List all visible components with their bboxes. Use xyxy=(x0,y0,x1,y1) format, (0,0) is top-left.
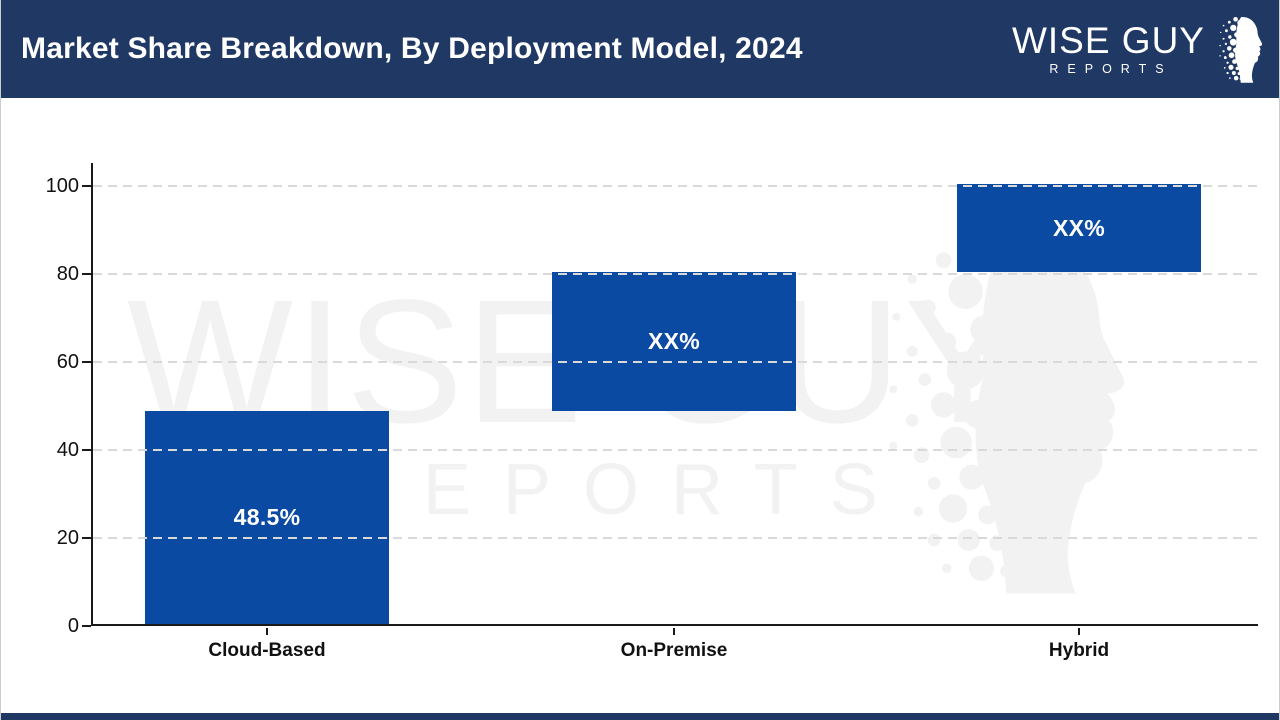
x-tick-on-premise xyxy=(673,628,675,635)
y-tick-label-60: 60 xyxy=(56,351,79,373)
bar-value-label: 48.5% xyxy=(233,503,301,530)
y-tick-100 xyxy=(82,185,91,187)
gridline-80 xyxy=(93,273,1258,275)
y-tick-label-40: 40 xyxy=(56,439,79,461)
gridline-40 xyxy=(93,449,1258,451)
plot: 0 20 40 60 80 100 48.5% Cloud-Based XX% On-Premis… xyxy=(46,163,1258,661)
logo-head-icon xyxy=(1207,10,1267,88)
category-label-on-premise: On-Premise xyxy=(620,640,728,661)
gridline-60 xyxy=(93,361,1258,363)
y-tick-label-0: 0 xyxy=(67,615,79,637)
header-bar: Market Share Breakdown, By Deployment Mo… xyxy=(1,0,1279,98)
footer-bar xyxy=(1,713,1279,720)
bar-on-premise: XX% xyxy=(552,272,796,411)
x-tick-cloud-based xyxy=(266,628,268,635)
gridline-20 xyxy=(93,537,1258,539)
y-tick-40 xyxy=(82,449,91,451)
y-tick-60 xyxy=(82,361,91,363)
wiseguy-logo: WISE GUY REPORTS xyxy=(1012,10,1267,88)
logo-text: WISE GUY REPORTS xyxy=(1012,22,1205,76)
x-tick-hybrid xyxy=(1078,628,1080,635)
bar-value-label: XX% xyxy=(647,327,701,354)
category-label-cloud-based: Cloud-Based xyxy=(208,640,326,661)
y-tick-0 xyxy=(82,625,91,627)
y-tick-label-80: 80 xyxy=(56,263,79,285)
y-tick-20 xyxy=(82,537,91,539)
bar-cloud-based: 48.5% xyxy=(145,410,389,624)
page-title: Market Share Breakdown, By Deployment Mo… xyxy=(21,32,803,65)
chart-area: WISE GUY REPORTS 02040608010048.5%Cloud-… xyxy=(1,98,1279,713)
logo-wordmark: WISE GUY xyxy=(1011,20,1205,62)
logo-subtitle: REPORTS xyxy=(1049,62,1173,77)
y-tick-80 xyxy=(82,273,91,275)
gridline-100 xyxy=(93,185,1258,187)
y-tick-label-100: 100 xyxy=(45,175,79,197)
y-tick-label-20: 20 xyxy=(56,527,79,549)
bar-hybrid: XX% xyxy=(957,184,1201,272)
category-label-hybrid: Hybrid xyxy=(1048,640,1110,661)
bar-value-label: XX% xyxy=(1052,214,1106,241)
